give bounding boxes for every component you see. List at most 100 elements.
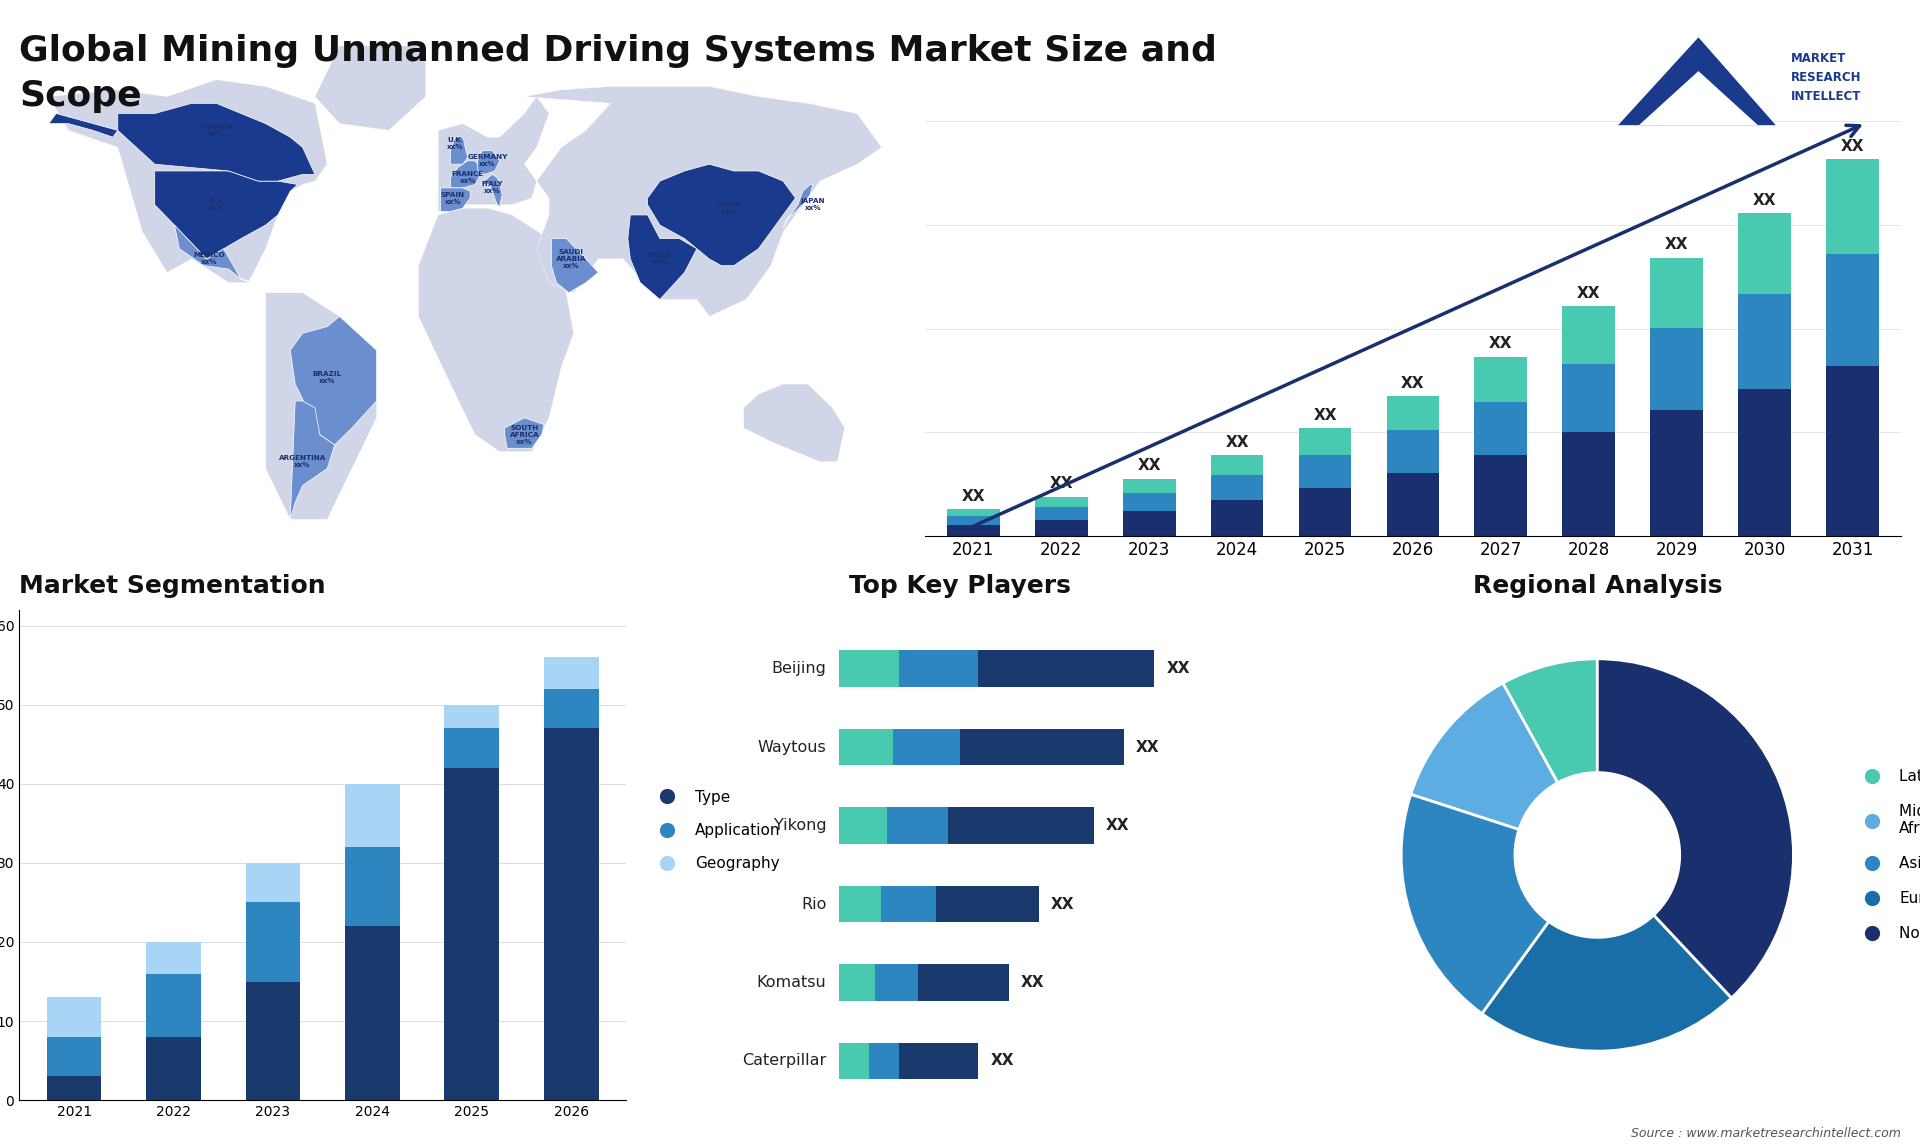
Polygon shape: [265, 292, 376, 519]
Bar: [543, 689, 599, 729]
Bar: [1035, 496, 1087, 508]
Bar: [1651, 410, 1703, 536]
Text: GERMANY
xx%: GERMANY xx%: [467, 155, 507, 167]
Polygon shape: [524, 86, 881, 316]
Wedge shape: [1503, 659, 1597, 783]
Text: XX: XX: [1313, 408, 1336, 423]
Text: Global Mining Unmanned Driving Systems Market Size and
Scope: Global Mining Unmanned Driving Systems M…: [19, 34, 1217, 113]
Bar: [146, 942, 202, 974]
Bar: [1651, 258, 1703, 328]
Bar: [1738, 388, 1791, 536]
Text: XX: XX: [1225, 435, 1248, 450]
Bar: [1738, 213, 1791, 293]
Wedge shape: [1482, 915, 1732, 1051]
Bar: [839, 1043, 977, 1080]
Text: XX: XX: [1137, 739, 1160, 754]
Bar: [1035, 508, 1087, 520]
Polygon shape: [505, 418, 543, 448]
Bar: [839, 886, 935, 923]
Bar: [839, 1043, 870, 1080]
Text: U.K.
xx%: U.K. xx%: [447, 138, 465, 150]
Text: Beijing: Beijing: [772, 661, 826, 676]
Polygon shape: [290, 316, 376, 445]
Legend: Type, Application, Geography: Type, Application, Geography: [645, 784, 787, 878]
Title: Top Key Players: Top Key Players: [849, 574, 1071, 598]
Text: U.S.
xx%: U.S. xx%: [207, 198, 225, 211]
Text: Waytous: Waytous: [758, 739, 826, 754]
Text: Market Segmentation: Market Segmentation: [19, 574, 326, 598]
Bar: [839, 964, 1008, 1000]
Bar: [1298, 455, 1352, 488]
Text: SOUTH
AFRICA
xx%: SOUTH AFRICA xx%: [509, 425, 540, 445]
Bar: [1563, 306, 1615, 363]
Polygon shape: [480, 174, 503, 209]
Polygon shape: [628, 215, 697, 299]
Bar: [1123, 493, 1175, 511]
Text: XX: XX: [1665, 237, 1688, 252]
Text: Rio: Rio: [801, 896, 826, 911]
Text: SAUDI
ARABIA
xx%: SAUDI ARABIA xx%: [557, 249, 586, 269]
Bar: [246, 981, 300, 1100]
Text: XX: XX: [1841, 139, 1864, 154]
Text: XX: XX: [1106, 818, 1129, 833]
Text: XX: XX: [1402, 376, 1425, 391]
Bar: [839, 729, 1123, 766]
Text: MEXICO
xx%: MEXICO xx%: [194, 252, 225, 266]
Bar: [346, 926, 399, 1100]
Text: XX: XX: [1576, 285, 1601, 301]
Text: MARKET
RESEARCH
INTELLECT: MARKET RESEARCH INTELLECT: [1791, 52, 1860, 103]
Bar: [444, 705, 499, 729]
Bar: [839, 807, 1094, 843]
Bar: [1826, 159, 1880, 254]
Bar: [1035, 520, 1087, 536]
Bar: [1826, 366, 1880, 536]
Text: XX: XX: [962, 489, 985, 504]
Bar: [1123, 479, 1175, 493]
Title: Regional Analysis: Regional Analysis: [1473, 574, 1722, 598]
Text: CHINA
xx%: CHINA xx%: [716, 202, 741, 214]
Bar: [839, 964, 918, 1000]
Bar: [839, 650, 899, 686]
Text: XX: XX: [1165, 661, 1190, 676]
Text: BRAZIL
xx%: BRAZIL xx%: [313, 371, 342, 384]
Bar: [1738, 293, 1791, 388]
Wedge shape: [1411, 683, 1557, 830]
Bar: [1386, 473, 1440, 536]
Bar: [947, 509, 1000, 517]
Wedge shape: [1597, 659, 1793, 998]
Bar: [1212, 476, 1263, 501]
Text: XX: XX: [1021, 975, 1044, 990]
Polygon shape: [419, 209, 574, 452]
Text: JAPAN
xx%: JAPAN xx%: [801, 198, 826, 211]
Text: INDIA
xx%: INDIA xx%: [649, 252, 672, 266]
Polygon shape: [315, 46, 426, 131]
Bar: [839, 964, 876, 1000]
Bar: [146, 974, 202, 1037]
Polygon shape: [1640, 71, 1759, 125]
Bar: [46, 1076, 102, 1100]
Polygon shape: [438, 96, 549, 212]
Bar: [1475, 455, 1526, 536]
Bar: [1123, 511, 1175, 536]
Polygon shape: [783, 185, 812, 228]
Text: FRANCE
xx%: FRANCE xx%: [451, 171, 484, 185]
Polygon shape: [117, 103, 315, 181]
Bar: [46, 997, 102, 1037]
Text: SPAIN
xx%: SPAIN xx%: [442, 191, 465, 204]
Polygon shape: [451, 160, 482, 188]
Bar: [346, 847, 399, 926]
Polygon shape: [48, 113, 117, 138]
Text: XX: XX: [991, 1053, 1014, 1068]
Text: XX: XX: [1137, 458, 1162, 473]
Polygon shape: [156, 171, 298, 259]
Bar: [839, 650, 977, 686]
Polygon shape: [290, 401, 334, 519]
Bar: [839, 650, 1154, 686]
Bar: [1386, 397, 1440, 430]
Bar: [46, 1037, 102, 1076]
Bar: [1563, 432, 1615, 536]
Bar: [839, 1043, 899, 1080]
Bar: [839, 807, 948, 843]
Legend: Latin America, Middle East &
Africa, Asia Pacific, Europe, North America: Latin America, Middle East & Africa, Asi…: [1851, 763, 1920, 947]
Bar: [1298, 488, 1352, 536]
